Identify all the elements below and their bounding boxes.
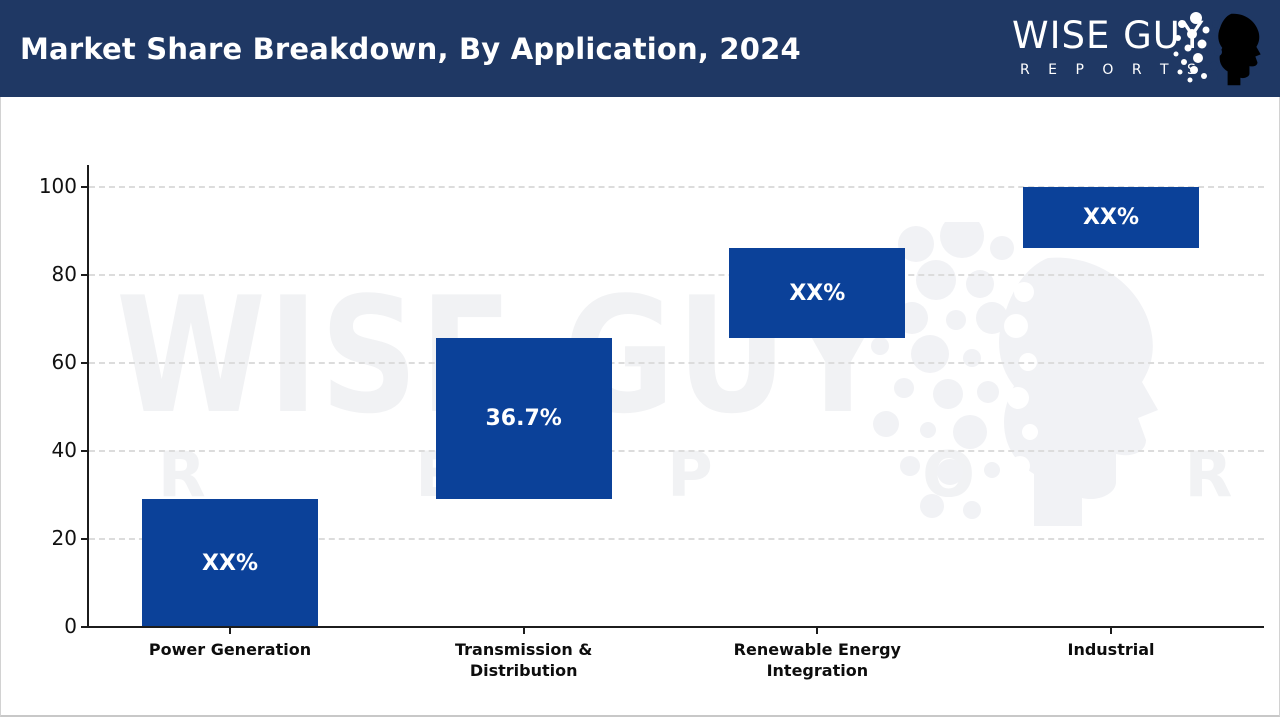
gridline-y-100 <box>89 186 1264 188</box>
y-tick-mark <box>81 274 88 276</box>
logo-wordmark: WISE GUY <box>1012 14 1204 57</box>
y-tick-mark <box>81 538 88 540</box>
logo-head-icon <box>1173 12 1261 86</box>
bar-segment: 36.7% <box>435 337 612 500</box>
y-axis-line <box>87 165 89 628</box>
x-tick-mark <box>229 628 231 634</box>
y-axis-tick-label: 60 <box>51 350 77 374</box>
gridline-y-60 <box>89 362 1264 364</box>
gridline-y-20 <box>89 538 1264 540</box>
x-tick-mark <box>1110 628 1112 634</box>
page-title: Market Share Breakdown, By Application, … <box>20 31 801 66</box>
y-tick-mark <box>81 186 88 188</box>
x-tick-mark <box>522 628 525 634</box>
y-tick-mark <box>81 362 88 364</box>
gridline-y-80 <box>89 274 1264 276</box>
bar-segment: XX% <box>1023 187 1199 249</box>
x-tick-mark <box>816 628 819 634</box>
x-axis-category-label: Renewable Energy Integration <box>733 640 901 680</box>
bar-value-label: 36.7% <box>485 406 562 432</box>
bar-value-label: XX% <box>202 550 258 576</box>
x-axis-category-label: Power Generation <box>148 640 312 659</box>
bar-segment: XX% <box>729 248 906 338</box>
y-axis-tick-label: 0 <box>64 614 77 638</box>
x-axis-category-label: Transmission & Distribution <box>454 640 593 680</box>
wise-guy-reports-logo: WISE GUY R E P O R T S <box>1012 12 1261 86</box>
gridline-y-40 <box>89 450 1264 452</box>
bar-segment: XX% <box>142 499 318 627</box>
bar-value-label: XX% <box>1083 205 1139 231</box>
y-axis-tick-label: 40 <box>51 438 77 462</box>
y-axis-tick-label: 100 <box>38 174 77 198</box>
y-axis-tick-label: 80 <box>51 262 77 286</box>
logo-subtitle: R E P O R T S <box>1020 62 1203 78</box>
x-axis-line <box>87 626 1264 628</box>
x-axis-category-label: Industrial <box>1067 640 1155 659</box>
bar-value-label: XX% <box>789 280 846 306</box>
y-axis-tick-label: 20 <box>51 526 77 550</box>
y-tick-mark <box>81 450 88 452</box>
y-tick-mark <box>81 626 88 628</box>
header-bar: Market Share Breakdown, By Application, … <box>0 0 1280 97</box>
